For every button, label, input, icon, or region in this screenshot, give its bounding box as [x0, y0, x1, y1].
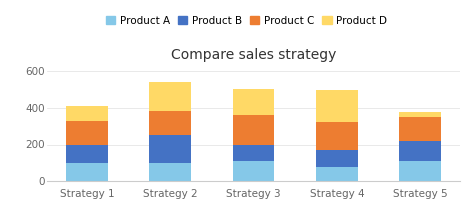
- Bar: [149, 111, 191, 135]
- Legend: Product A, Product B, Product C, Product D: Product A, Product B, Product C, Product…: [102, 12, 391, 30]
- Bar: [66, 163, 108, 181]
- Bar: [316, 122, 358, 150]
- Bar: [149, 135, 191, 163]
- Bar: [233, 145, 274, 161]
- Bar: [149, 163, 191, 181]
- Bar: [400, 112, 441, 117]
- Bar: [233, 115, 274, 145]
- Bar: [66, 145, 108, 163]
- Bar: [66, 106, 108, 121]
- Bar: [316, 150, 358, 167]
- Bar: [316, 167, 358, 181]
- Bar: [400, 141, 441, 161]
- Bar: [66, 121, 108, 145]
- Bar: [400, 117, 441, 141]
- Bar: [233, 88, 274, 115]
- Bar: [400, 161, 441, 181]
- Bar: [149, 82, 191, 111]
- Bar: [233, 161, 274, 181]
- Title: Compare sales strategy: Compare sales strategy: [171, 48, 336, 62]
- Bar: [316, 90, 358, 122]
